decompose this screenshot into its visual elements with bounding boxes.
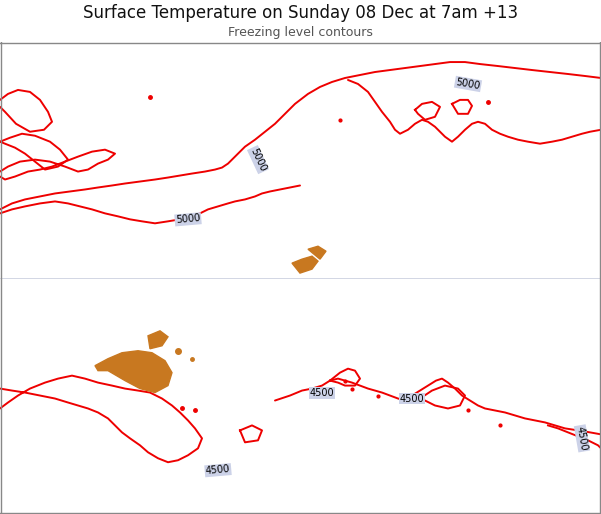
- Text: 4500: 4500: [310, 388, 334, 397]
- Text: 4500: 4500: [400, 394, 424, 403]
- Text: 5000: 5000: [455, 77, 481, 91]
- Text: 5000: 5000: [175, 213, 201, 226]
- Polygon shape: [95, 351, 172, 393]
- Text: Freezing level contours: Freezing level contours: [228, 26, 373, 40]
- Text: 5000: 5000: [248, 146, 267, 173]
- Text: Surface Temperature on Sunday 08 Dec at 7am +13: Surface Temperature on Sunday 08 Dec at …: [83, 5, 518, 23]
- Text: 4500: 4500: [206, 464, 231, 476]
- Text: 4500: 4500: [575, 426, 589, 451]
- Polygon shape: [148, 331, 168, 349]
- Polygon shape: [308, 246, 326, 259]
- Polygon shape: [292, 256, 318, 273]
